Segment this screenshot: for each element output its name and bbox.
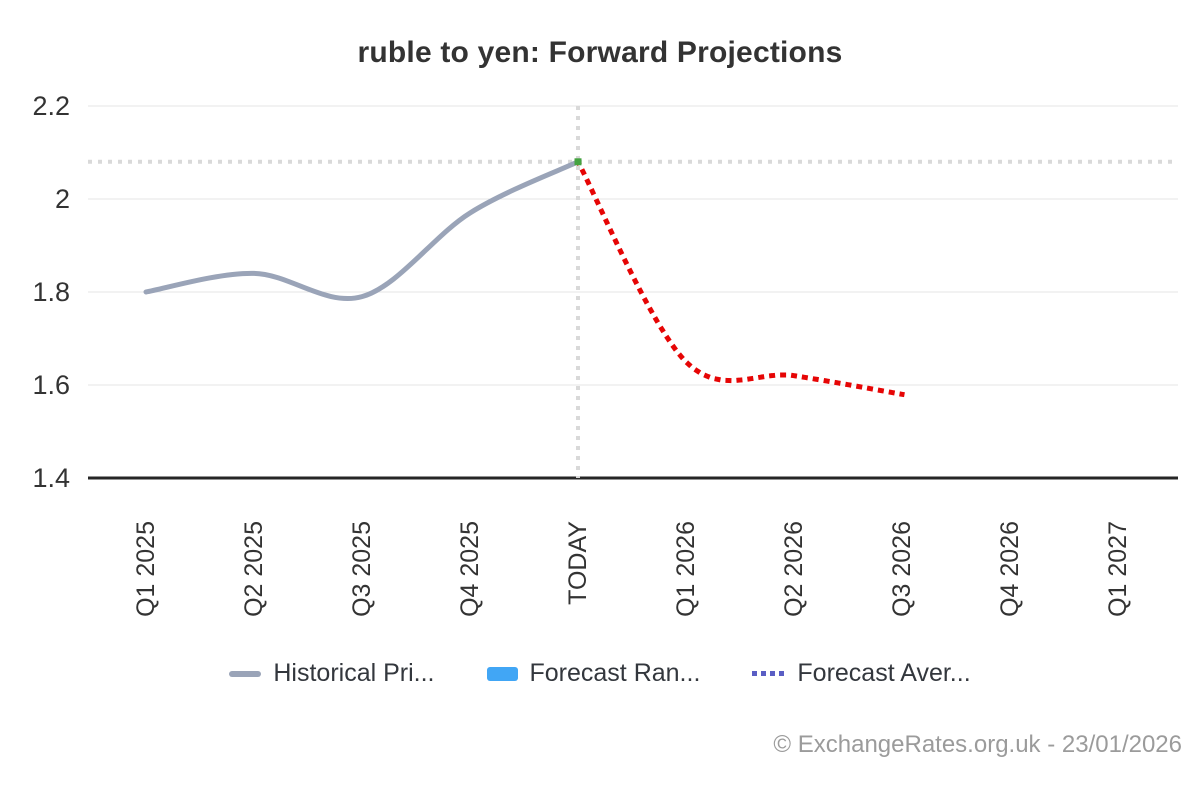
- x-axis-label: TODAY: [564, 521, 592, 605]
- y-axis-label: 1.6: [32, 370, 70, 400]
- x-axis-label: Q3 2025: [348, 521, 376, 617]
- chart-title: ruble to yen: Forward Projections: [357, 36, 843, 69]
- y-axis-label: 1.8: [32, 277, 70, 307]
- forecast-range-swatch-icon: [486, 666, 518, 681]
- x-axis-label: Q3 2026: [888, 521, 916, 617]
- y-axis-label: 1.4: [32, 463, 70, 493]
- historical-price-line: [143, 159, 581, 301]
- legend-item-historical-prices[interactable]: Historical Pri...: [229, 659, 435, 688]
- historical-line-swatch-icon: [229, 670, 262, 677]
- today-marker: [574, 158, 582, 166]
- x-axis-label: Q1 2026: [672, 521, 700, 617]
- legend-label: Forecast Ran...: [529, 659, 701, 687]
- x-axis-label: Q2 2026: [780, 521, 808, 617]
- x-axis-label: Q1 2027: [1104, 521, 1132, 617]
- x-axis-label: Q4 2026: [996, 521, 1024, 617]
- x-axis-label: Q1 2025: [132, 521, 160, 617]
- legend-item-forecast-average[interactable]: Forecast Aver...: [752, 659, 971, 688]
- y-axis-label: 2: [54, 184, 70, 214]
- legend-label: Historical Pri...: [273, 659, 435, 687]
- legend-item-forecast-range[interactable]: Forecast Ran...: [486, 659, 701, 688]
- forecast-average-line: [574, 158, 905, 398]
- x-axis-label: Q2 2025: [240, 521, 268, 617]
- watermark: © ExchangeRates.org.uk - 23/01/2026: [773, 731, 1182, 758]
- legend-label: Forecast Aver...: [797, 659, 971, 687]
- forecast-average-dotted-swatch-icon: [752, 671, 786, 676]
- x-axis-label: Q4 2025: [456, 521, 484, 617]
- legend: Historical Pri... Forecast Ran... Foreca…: [0, 659, 1200, 688]
- y-axis-label: 2.2: [32, 91, 70, 121]
